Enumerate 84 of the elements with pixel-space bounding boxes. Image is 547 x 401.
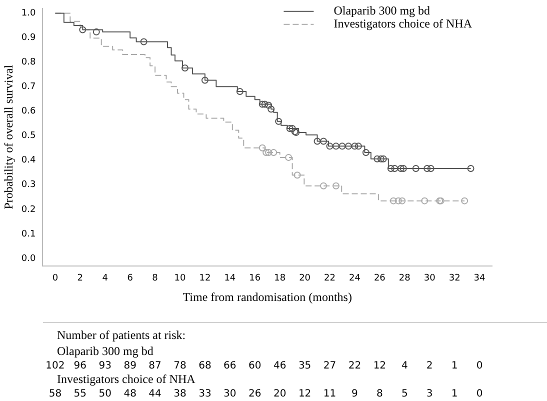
point [92, 28, 100, 36]
text: 102 96 93 89 87 78 68 66 60 46 35 27 22 12 4 2 1 0 [46, 360, 483, 372]
point [397, 164, 404, 172]
legend-label: Investigators choice of NHA [334, 16, 472, 31]
point [332, 182, 340, 190]
point [262, 149, 270, 156]
point [424, 164, 431, 172]
point [265, 102, 272, 109]
point [421, 197, 428, 204]
point [258, 144, 266, 152]
y-tick-label: 0.9 [21, 33, 36, 44]
y-tick-label: 0.2 [21, 204, 36, 215]
x-axis-title: Time from randomisation (months) [182, 290, 352, 304]
point [427, 164, 434, 172]
x-tick-label: 12 [199, 274, 211, 284]
point [261, 100, 268, 108]
x-tick-label: 10 [174, 274, 186, 284]
point [236, 88, 244, 96]
y-tick-label: 0.5 [21, 131, 36, 142]
point [201, 76, 208, 84]
point [400, 164, 407, 172]
x-tick-label: 6 [127, 274, 134, 284]
x-tick-label: 18 [274, 274, 286, 284]
point [377, 155, 384, 162]
x-tick-label: 4 [102, 274, 108, 284]
y-tick-label: 0.7 [21, 82, 36, 92]
y-tick-label: 0.0 [21, 254, 36, 264]
x-tick-label: 20 [299, 274, 311, 284]
point [140, 38, 148, 46]
point [265, 149, 272, 156]
point [314, 138, 321, 145]
x-tick-label: 2 [77, 274, 84, 284]
point [320, 182, 328, 190]
point [461, 197, 468, 204]
x-tick-label: 0 [52, 274, 58, 284]
point [275, 118, 282, 125]
text: Investigators choice of NHA [57, 372, 196, 386]
y-axis-title: Probability of overall survival [1, 64, 16, 210]
point [326, 142, 334, 150]
x-tick-label: 24 [348, 274, 361, 284]
y-tick-label: 0.4 [21, 156, 36, 166]
point [398, 197, 406, 204]
point [338, 142, 346, 150]
text: Number of patients at risk: [57, 328, 186, 342]
x-tick-label: 26 [374, 274, 386, 284]
point [362, 149, 370, 156]
legend-label: Olaparib 300 mg bd [334, 4, 430, 18]
point [294, 172, 301, 179]
point [390, 197, 397, 204]
x-tick-label: 14 [224, 274, 236, 284]
y-tick-label: 1.0 [21, 8, 36, 19]
point [344, 142, 352, 150]
point [258, 100, 266, 108]
point [391, 164, 398, 172]
x-tick-label: 28 [398, 274, 411, 284]
text: Olaparib 300 mg bd [57, 344, 154, 358]
point [354, 142, 362, 150]
x-tick-label: 22 [324, 274, 336, 284]
y-tick-label: 0.6 [21, 106, 36, 117]
text: 58 55 50 48 44 38 33 30 26 20 12 11 9 8 5 3 1 0 [48, 388, 483, 400]
point [79, 26, 86, 34]
point [467, 164, 474, 172]
point [380, 155, 387, 162]
point [268, 106, 275, 113]
point [270, 149, 278, 156]
point [394, 197, 402, 204]
x-tick-label: 8 [152, 274, 158, 284]
x-tick-label: 34 [474, 274, 486, 284]
x-tick-label: 16 [249, 274, 261, 284]
point [387, 164, 394, 172]
point [285, 154, 292, 161]
y-tick-label: 0.3 [21, 180, 36, 190]
point [286, 125, 294, 132]
x-tick-label: 30 [424, 274, 436, 284]
point [288, 125, 296, 132]
point [351, 142, 358, 150]
point [412, 164, 420, 172]
point [374, 155, 381, 162]
y-tick-label: 0.1 [21, 229, 36, 240]
point [181, 64, 188, 72]
x-tick-label: 32 [448, 274, 460, 284]
y-tick-label: 0.8 [21, 58, 36, 68]
point [320, 138, 328, 145]
point [332, 142, 340, 150]
